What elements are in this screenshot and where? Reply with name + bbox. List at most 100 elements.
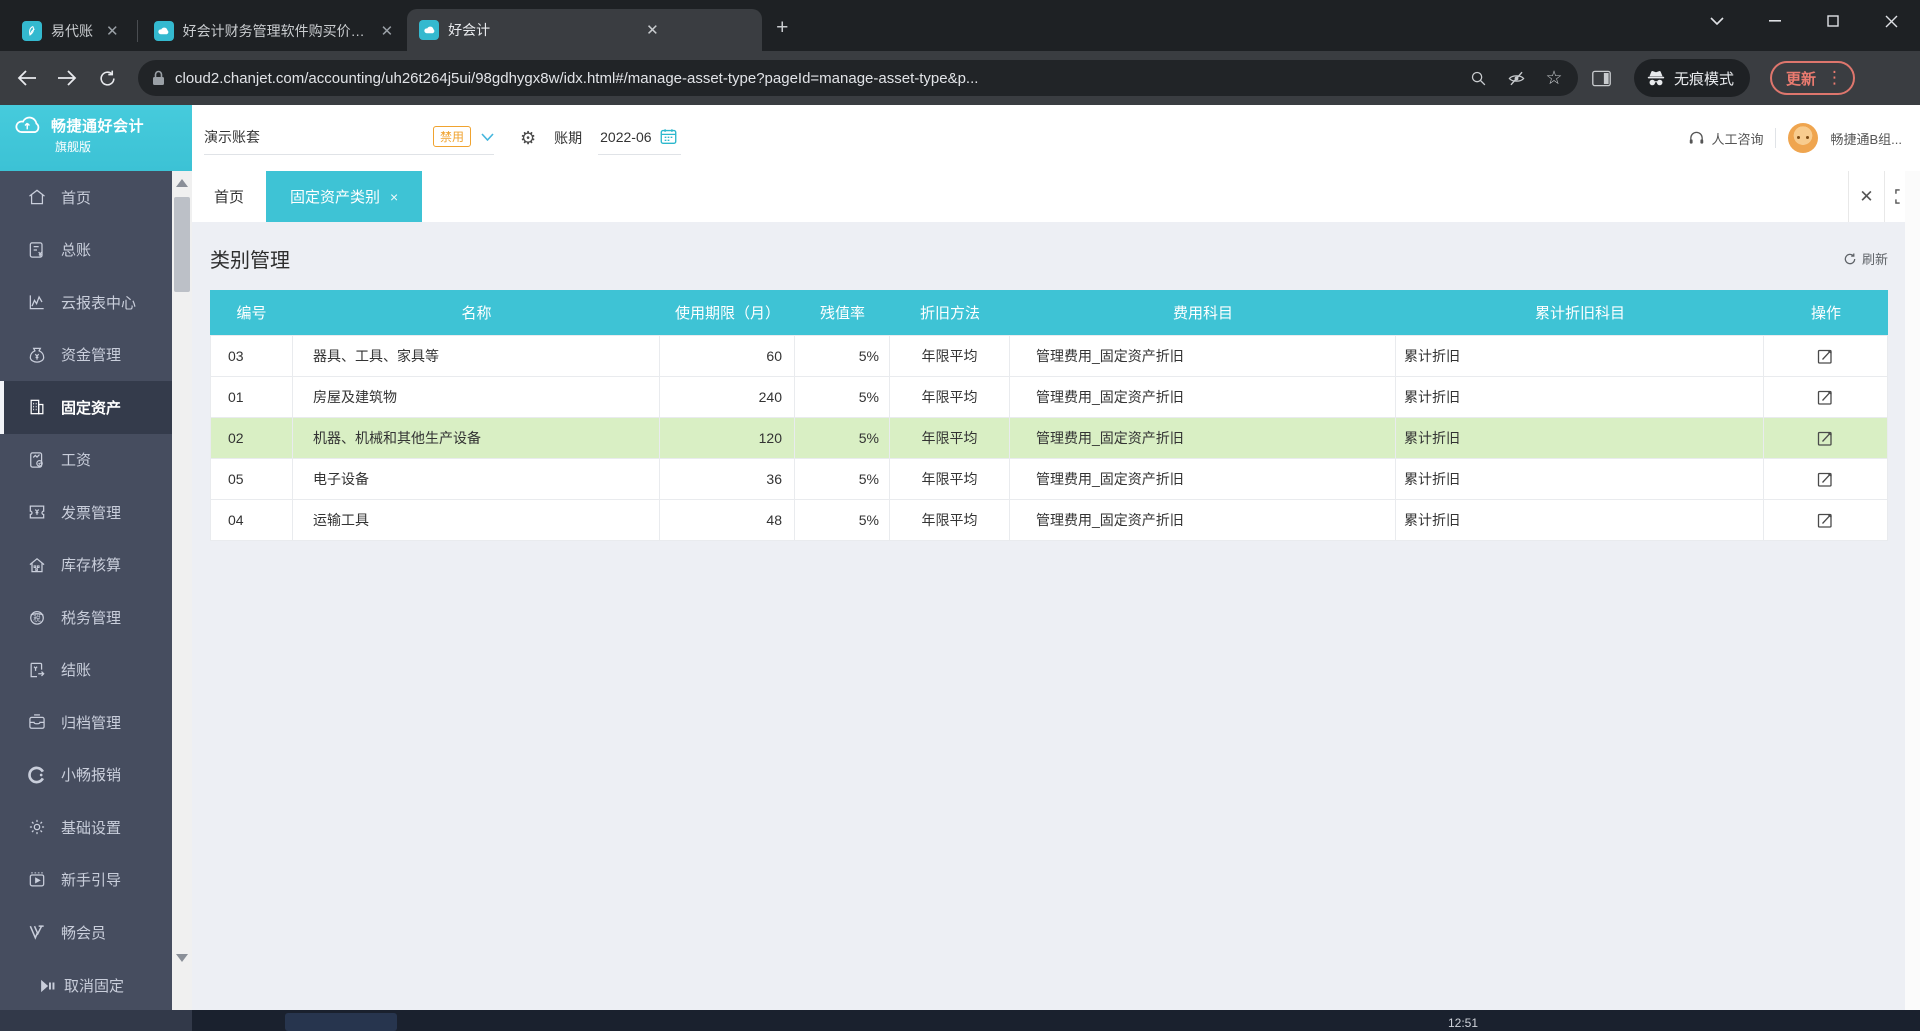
- tab-close-icon[interactable]: ×: [390, 188, 399, 205]
- column-header: 累计折旧科目: [1534, 305, 1625, 322]
- sidebar-item-settings[interactable]: 基础设置: [0, 801, 172, 854]
- minimize-icon[interactable]: [1746, 0, 1804, 42]
- support-label: 人工咨询: [1711, 131, 1764, 147]
- sidebar-item-guide[interactable]: 新手引导: [0, 854, 172, 907]
- column-header: 残值率: [819, 305, 865, 322]
- sidebar-item-archive[interactable]: 归档管理: [0, 696, 172, 749]
- sidebar-item-member[interactable]: 畅会员: [0, 906, 172, 959]
- cell-method: 年限平均: [890, 418, 1010, 459]
- eye-slash-icon[interactable]: [1502, 64, 1530, 92]
- lock-icon: [152, 70, 165, 86]
- scroll-up-icon[interactable]: [176, 179, 188, 187]
- account-selector[interactable]: 演示账套 禁用: [204, 121, 494, 155]
- zoom-search-icon[interactable]: [1464, 64, 1492, 92]
- maximize-icon[interactable]: [1804, 0, 1862, 42]
- table-body: 03 器具、工具、家具等 60 5% 年限平均 管理费用_固定资产折旧 累计折旧 01 房屋及…: [210, 335, 1888, 541]
- cell-code: 03: [210, 336, 293, 377]
- url-text: cloud2.chanjet.com/accounting/uh26t264j5…: [175, 69, 979, 87]
- sidebar-item-general-ledger[interactable]: 总账: [0, 224, 172, 277]
- address-bar[interactable]: cloud2.chanjet.com/accounting/uh26t264j5…: [138, 60, 1578, 96]
- salary-doc-icon: [26, 449, 48, 471]
- sidebar-item-invoices[interactable]: 发票管理: [0, 486, 172, 539]
- back-icon[interactable]: [10, 61, 44, 95]
- table-row[interactable]: 02 机器、机械和其他生产设备 120 5% 年限平均 管理费用_固定资产折旧 累计折旧: [210, 418, 1888, 459]
- column-header: 编号: [236, 305, 267, 322]
- edit-button[interactable]: [1764, 459, 1888, 500]
- edit-button[interactable]: [1764, 418, 1888, 459]
- cell-rate: 5%: [795, 500, 890, 541]
- sidebar-item-reimburse[interactable]: 小畅报销: [0, 749, 172, 802]
- browser-tab-2[interactable]: 好会计财务管理软件购买价格及 ✕: [142, 11, 408, 51]
- brand-name: 畅捷通好会计: [51, 117, 145, 135]
- scroll-down-icon[interactable]: [176, 954, 188, 962]
- unpin-sidebar-button[interactable]: 取消固定: [40, 975, 124, 996]
- period-selector[interactable]: 2022-06: [598, 121, 681, 155]
- cell-expense: 管理费用_固定资产折旧: [1010, 336, 1396, 377]
- tab-label: 固定资产类别: [290, 189, 381, 206]
- support-link[interactable]: 人工咨询: [1688, 129, 1763, 148]
- cell-code: 02: [210, 418, 293, 459]
- sidebar-item-cloud-reports[interactable]: 云报表中心: [0, 276, 172, 329]
- calendar-icon[interactable]: [660, 128, 677, 145]
- browser-tab-3-active[interactable]: 好会计 ✕: [407, 9, 763, 51]
- cloud-favicon-icon: [419, 20, 440, 40]
- window-controls: [1688, 0, 1920, 42]
- settings-gear-icon[interactable]: ⚙: [520, 127, 537, 148]
- refresh-button[interactable]: 刷新: [1843, 249, 1888, 268]
- tab-home[interactable]: 首页: [214, 189, 245, 206]
- sidebar-item-label: 新手引导: [61, 872, 122, 890]
- edit-button[interactable]: [1764, 500, 1888, 541]
- table-row[interactable]: 04 运输工具 48 5% 年限平均 管理费用_固定资产折旧 累计折旧: [210, 500, 1888, 541]
- page-scrollbar-track[interactable]: [1905, 171, 1920, 1010]
- tab-close-icon[interactable]: ✕: [646, 22, 659, 39]
- sidebar-item-tax[interactable]: 税 税务管理: [0, 591, 172, 644]
- browser-tab-1[interactable]: 易代账 ✕: [10, 11, 133, 51]
- table-header: 编号 名称 使用期限（月） 残值率 折旧方法 费用科目 累计折旧科目 操作: [210, 290, 1888, 335]
- update-button[interactable]: 更新 ⋮: [1770, 61, 1856, 95]
- browser-menu-dots-icon[interactable]: ⋮: [1826, 68, 1844, 87]
- taskbar-left-segment: [0, 1010, 192, 1031]
- cell-depreciation: 累计折旧: [1396, 418, 1764, 459]
- sidebar-item-label: 固定资产: [61, 399, 122, 417]
- close-window-icon[interactable]: [1862, 0, 1920, 42]
- cell-months: 120: [660, 418, 795, 459]
- window-menu-chevron-icon[interactable]: [1688, 0, 1746, 42]
- taskbar-clock: 12:51: [1448, 1016, 1479, 1030]
- forward-icon[interactable]: [50, 61, 84, 95]
- table-row[interactable]: 03 器具、工具、家具等 60 5% 年限平均 管理费用_固定资产折旧 累计折旧: [210, 336, 1888, 377]
- unpin-label: 取消固定: [64, 978, 125, 995]
- cell-method: 年限平均: [890, 336, 1010, 377]
- sidebar-item-label: 库存核算: [61, 557, 122, 575]
- chevron-down-icon[interactable]: [481, 132, 494, 141]
- sidebar-item-label: 发票管理: [61, 504, 122, 522]
- new-tab-button[interactable]: +: [776, 16, 789, 39]
- cell-rate: 5%: [795, 377, 890, 418]
- cell-rate: 5%: [795, 459, 890, 500]
- edit-icon: [1817, 513, 1832, 528]
- tab-asset-type-active[interactable]: 固定资产类别 ×: [266, 171, 423, 222]
- close-all-tabs-button[interactable]: ✕: [1848, 171, 1884, 222]
- reload-icon[interactable]: [90, 61, 124, 95]
- refresh-icon: [1844, 252, 1856, 264]
- sidebar-item-home[interactable]: 首页: [0, 171, 172, 224]
- scrollbar-thumb[interactable]: [174, 197, 190, 292]
- sidebar-item-inventory[interactable]: 库存核算: [0, 539, 172, 592]
- table-row[interactable]: 05 电子设备 36 5% 年限平均 管理费用_固定资产折旧 累计折旧: [210, 459, 1888, 500]
- sidebar-item-funds[interactable]: 资金管理: [0, 329, 172, 382]
- avatar[interactable]: [1788, 123, 1819, 153]
- edit-icon: [1817, 390, 1832, 405]
- cell-name: 运输工具: [293, 500, 660, 541]
- side-panel-icon[interactable]: [1584, 61, 1618, 95]
- table-row[interactable]: 01 房屋及建筑物 240 5% 年限平均 管理费用_固定资产折旧 累计折旧: [210, 377, 1888, 418]
- edit-button[interactable]: [1764, 336, 1888, 377]
- sidebar-item-salary[interactable]: 工资: [0, 434, 172, 487]
- sidebar-item-closing[interactable]: 结账: [0, 644, 172, 697]
- edit-button[interactable]: [1764, 377, 1888, 418]
- cell-expense: 管理费用_固定资产折旧: [1010, 418, 1396, 459]
- tab-close-icon[interactable]: ✕: [106, 23, 119, 40]
- sidebar-item-fixed-assets[interactable]: 固定资产: [0, 381, 172, 434]
- bookmark-star-icon[interactable]: ☆: [1545, 67, 1563, 89]
- reimburse-c-icon: [26, 764, 48, 786]
- tab-close-icon[interactable]: ✕: [380, 23, 394, 40]
- sidebar-scrollbar[interactable]: [172, 171, 192, 1010]
